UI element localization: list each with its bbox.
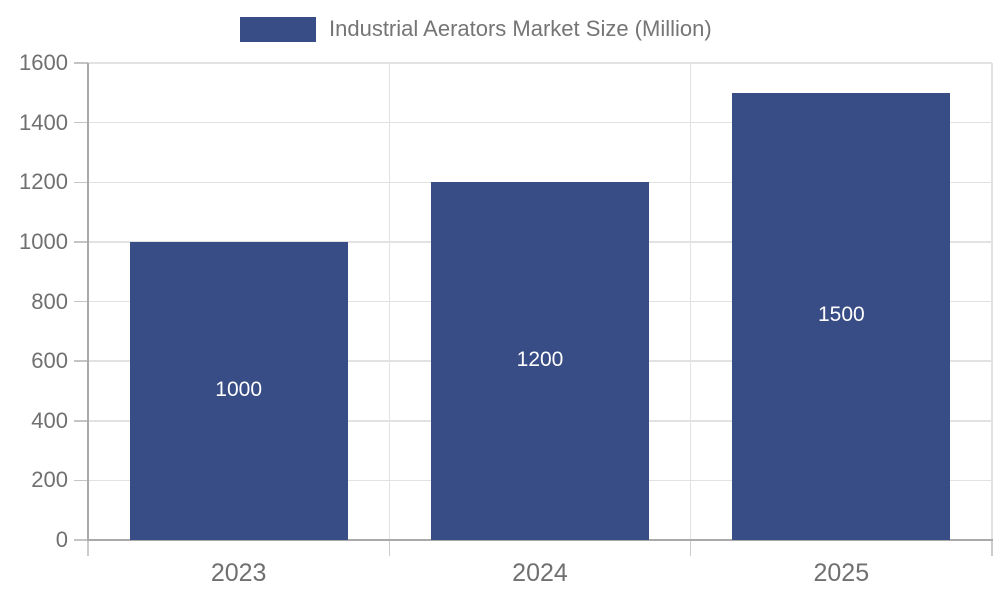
y-axis-tick bbox=[74, 121, 88, 124]
legend-label: Industrial Aerators Market Size (Million… bbox=[329, 16, 712, 41]
bar-value-label: 1500 bbox=[817, 303, 865, 327]
y-axis-tick bbox=[74, 181, 88, 183]
x-tick-label: 2023 bbox=[210, 559, 267, 587]
y-axis-tick bbox=[74, 360, 88, 362]
y-tick-label: 400 bbox=[31, 407, 68, 433]
y-axis-tick bbox=[74, 539, 88, 541]
y-axis-tick bbox=[74, 241, 88, 243]
y-axis-tick bbox=[74, 420, 88, 422]
y-axis-line bbox=[87, 63, 89, 540]
y-tick-label: 200 bbox=[31, 467, 68, 493]
y-tick-label: 0 bbox=[55, 527, 68, 552]
bar-value-label: 1200 bbox=[516, 348, 564, 372]
x-tick-label: 2025 bbox=[813, 559, 870, 587]
y-tick-label: 600 bbox=[31, 348, 68, 374]
y-axis-tick bbox=[74, 62, 88, 64]
x-axis-tick bbox=[388, 540, 391, 556]
legend-swatch-icon bbox=[240, 16, 316, 42]
x-axis-line bbox=[87, 539, 993, 541]
bar-value-label: 1000 bbox=[215, 377, 263, 401]
gridline-horizontal bbox=[88, 121, 992, 124]
y-axis-tick bbox=[74, 479, 88, 482]
y-tick-label: 1000 bbox=[19, 228, 68, 254]
bar[interactable] bbox=[732, 92, 951, 540]
gridline-vertical bbox=[388, 63, 391, 540]
gridline-vertical bbox=[689, 63, 692, 540]
legend-item[interactable]: Industrial Aerators Market Size (Million… bbox=[240, 16, 712, 42]
y-tick-label: 1200 bbox=[19, 169, 68, 195]
bar[interactable] bbox=[129, 241, 348, 540]
gridline-horizontal bbox=[88, 62, 992, 64]
y-tick-label: 1600 bbox=[19, 50, 68, 75]
x-axis-tick bbox=[87, 540, 89, 556]
y-tick-label: 1400 bbox=[19, 109, 68, 135]
x-tick-label: 2024 bbox=[512, 559, 568, 587]
bar[interactable] bbox=[431, 182, 649, 540]
x-axis-tick bbox=[991, 540, 993, 556]
y-tick-label: 800 bbox=[31, 288, 68, 314]
y-axis-tick bbox=[74, 300, 88, 303]
gridline-vertical bbox=[991, 63, 993, 540]
x-axis-tick bbox=[689, 540, 692, 556]
